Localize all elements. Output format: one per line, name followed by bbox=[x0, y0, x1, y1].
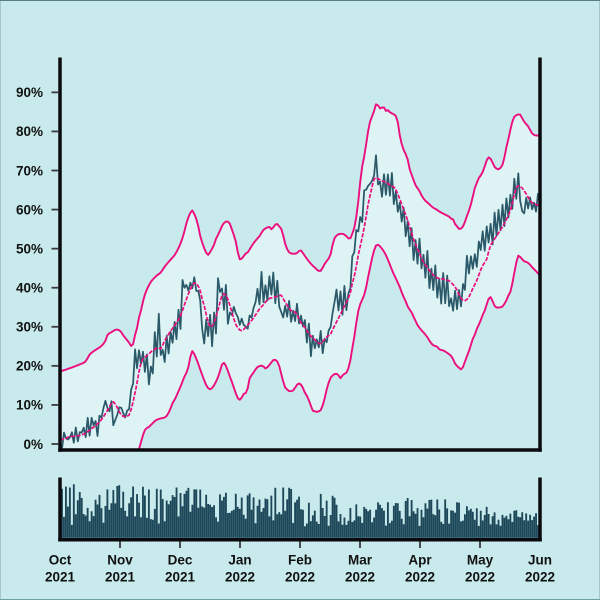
svg-text:2022: 2022 bbox=[225, 570, 255, 585]
svg-text:10%: 10% bbox=[16, 398, 43, 413]
svg-text:2022: 2022 bbox=[465, 570, 495, 585]
svg-text:50%: 50% bbox=[16, 241, 43, 256]
svg-text:2021: 2021 bbox=[165, 570, 196, 585]
svg-text:Feb: Feb bbox=[288, 553, 312, 568]
svg-text:Oct: Oct bbox=[49, 553, 72, 568]
svg-text:40%: 40% bbox=[16, 281, 43, 296]
svg-text:2022: 2022 bbox=[525, 570, 555, 585]
svg-text:20%: 20% bbox=[16, 359, 43, 374]
svg-text:60%: 60% bbox=[16, 202, 43, 217]
svg-text:0%: 0% bbox=[23, 437, 43, 452]
svg-text:70%: 70% bbox=[16, 163, 43, 178]
svg-text:2022: 2022 bbox=[405, 570, 435, 585]
svg-text:2021: 2021 bbox=[105, 570, 136, 585]
svg-text:Jun: Jun bbox=[528, 553, 552, 568]
svg-text:90%: 90% bbox=[16, 85, 43, 100]
svg-text:Dec: Dec bbox=[168, 553, 193, 568]
svg-text:Apr: Apr bbox=[408, 553, 432, 568]
svg-text:2022: 2022 bbox=[345, 570, 375, 585]
svg-text:Mar: Mar bbox=[348, 553, 373, 568]
svg-text:30%: 30% bbox=[16, 320, 43, 335]
svg-text:Nov: Nov bbox=[107, 553, 133, 568]
svg-text:2022: 2022 bbox=[285, 570, 315, 585]
svg-text:May: May bbox=[467, 553, 494, 568]
svg-text:Jan: Jan bbox=[228, 553, 251, 568]
svg-text:2021: 2021 bbox=[45, 570, 76, 585]
svg-text:80%: 80% bbox=[16, 124, 43, 139]
